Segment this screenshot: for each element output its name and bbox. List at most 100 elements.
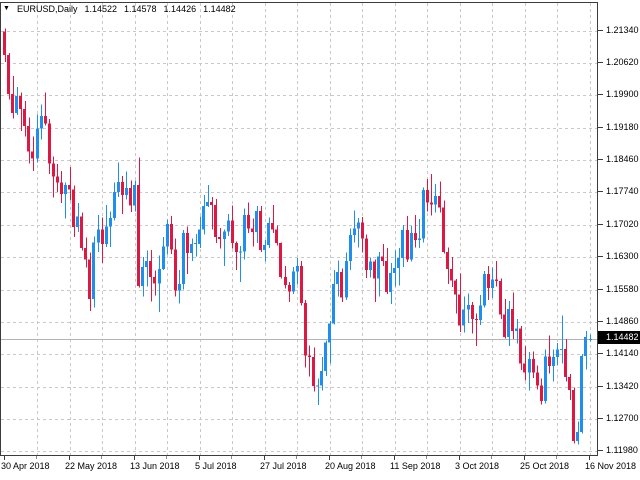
price-axis-tick	[598, 321, 603, 322]
candle-body-bear	[23, 108, 26, 126]
candle-body-bear	[60, 182, 63, 195]
time-axis-minor-tick	[231, 456, 232, 459]
candle-body-bull	[462, 309, 465, 326]
candle-body-bear	[218, 236, 221, 240]
time-axis-tick	[589, 456, 590, 460]
candle-body-bear	[149, 260, 152, 277]
candle-body-bull	[92, 242, 95, 299]
candle-body-bull	[182, 232, 185, 285]
price-axis-tick	[598, 353, 603, 354]
time-axis-tick	[524, 456, 525, 460]
time-axis-minor-tick	[36, 456, 37, 459]
price-axis-tick	[598, 30, 603, 31]
candle-body-bull	[418, 238, 421, 241]
candle-body-bull	[223, 231, 226, 240]
time-axis-tick	[199, 456, 200, 460]
time-axis-minor-tick	[361, 456, 362, 459]
candle-body-bull	[105, 226, 108, 245]
candle-body-bear	[7, 55, 10, 94]
candle-body-bull	[206, 201, 209, 206]
candle-body-bull	[267, 222, 270, 246]
time-axis-minor-tick	[426, 456, 427, 459]
candle-body-bear	[80, 216, 83, 249]
price-axis-label: 1.21340	[606, 25, 639, 35]
chart-title-bar: ▼ EURUSD,Daily 1.14522 1.14578 1.14426 1…	[3, 3, 236, 15]
candle-body-bull	[239, 251, 242, 253]
time-axis-minor-tick	[491, 456, 492, 459]
candle-body-bull	[263, 245, 266, 250]
candle-body-bear	[450, 268, 453, 281]
candle-body-bear	[540, 385, 543, 402]
time-axis-minor-tick	[556, 456, 557, 459]
candle-body-bull	[507, 308, 510, 337]
candle-body-bear	[101, 229, 104, 245]
candle-body-bull	[202, 205, 205, 230]
candle-body-bull	[296, 266, 299, 272]
time-axis-label: 3 Oct 2018	[455, 461, 500, 471]
candle-body-bull	[76, 216, 79, 228]
time-axis-label: 27 Jul 2018	[260, 461, 307, 471]
candle-body-bull	[324, 342, 327, 371]
candle-body-bear	[475, 319, 478, 321]
candle-body-bear	[88, 259, 91, 299]
candle-body-bear	[308, 355, 311, 357]
price-axis-tick	[598, 191, 603, 192]
time-axis-tick	[69, 456, 70, 460]
price-axis-tick	[598, 224, 603, 225]
candle-body-bear	[511, 308, 514, 331]
candle-body-bear	[72, 189, 75, 228]
candle-body-bear	[373, 261, 376, 279]
candle-body-bear	[365, 238, 368, 271]
candle-body-bear	[523, 363, 526, 373]
candle-body-bear	[536, 372, 539, 386]
time-axis-tick	[394, 456, 395, 460]
candle-body-bull	[357, 222, 360, 229]
candle-body-bull	[133, 184, 136, 206]
candlestick-chart[interactable]	[1, 3, 597, 455]
candle-body-bull	[178, 284, 181, 291]
time-axis-tick	[329, 456, 330, 460]
candle-body-bear	[381, 256, 384, 262]
candle-body-bear	[56, 176, 59, 183]
candle-body-bull	[560, 348, 563, 350]
price-axis-tick	[598, 127, 603, 128]
candle-body-bear	[340, 272, 343, 298]
candle-body-bull	[528, 358, 531, 373]
candle-body-bull	[243, 214, 246, 252]
candle-body-bull	[227, 220, 230, 232]
candle-body-bull	[552, 356, 555, 366]
price-axis-label: 1.11980	[606, 445, 638, 455]
time-axis-tick	[134, 456, 135, 460]
candle-body-bull	[434, 195, 437, 205]
candle-body-bear	[304, 303, 307, 356]
candle-body-bull	[377, 256, 380, 279]
candle-body-bear	[568, 377, 571, 390]
time-axis-tick	[264, 456, 265, 460]
candle-body-bear	[231, 220, 234, 244]
candle-body-bull	[125, 187, 128, 196]
candle-body-bear	[210, 201, 213, 205]
candle-body-bull	[467, 304, 470, 310]
candle-body-bear	[572, 389, 575, 442]
candle-body-bear	[471, 304, 474, 320]
price-axis-label: 1.13420	[606, 381, 639, 391]
candle-body-bear	[426, 190, 429, 203]
quote-open-value: 1.14522	[84, 4, 117, 14]
symbol-collapse-icon[interactable]: ▼	[3, 5, 10, 12]
candle-body-bull	[589, 339, 592, 341]
candle-body-bull	[576, 432, 579, 442]
candle-body-bull	[401, 230, 404, 259]
time-axis-label: 20 Aug 2018	[325, 461, 376, 471]
candle-body-bear	[312, 356, 315, 386]
time-axis-label: 22 May 2018	[65, 461, 118, 471]
candle-body-bull	[397, 258, 400, 268]
candle-body-bear	[68, 185, 71, 190]
candle-body-bear	[84, 248, 87, 260]
candle-body-bear	[129, 187, 132, 206]
candle-body-bear	[27, 125, 30, 152]
price-axis-label: 1.19900	[606, 89, 639, 99]
last-price-label: 1.14482	[598, 331, 640, 344]
chart-plot-area[interactable]	[0, 2, 598, 456]
candle-body-bear	[519, 328, 522, 364]
candle-body-bear	[446, 252, 449, 269]
